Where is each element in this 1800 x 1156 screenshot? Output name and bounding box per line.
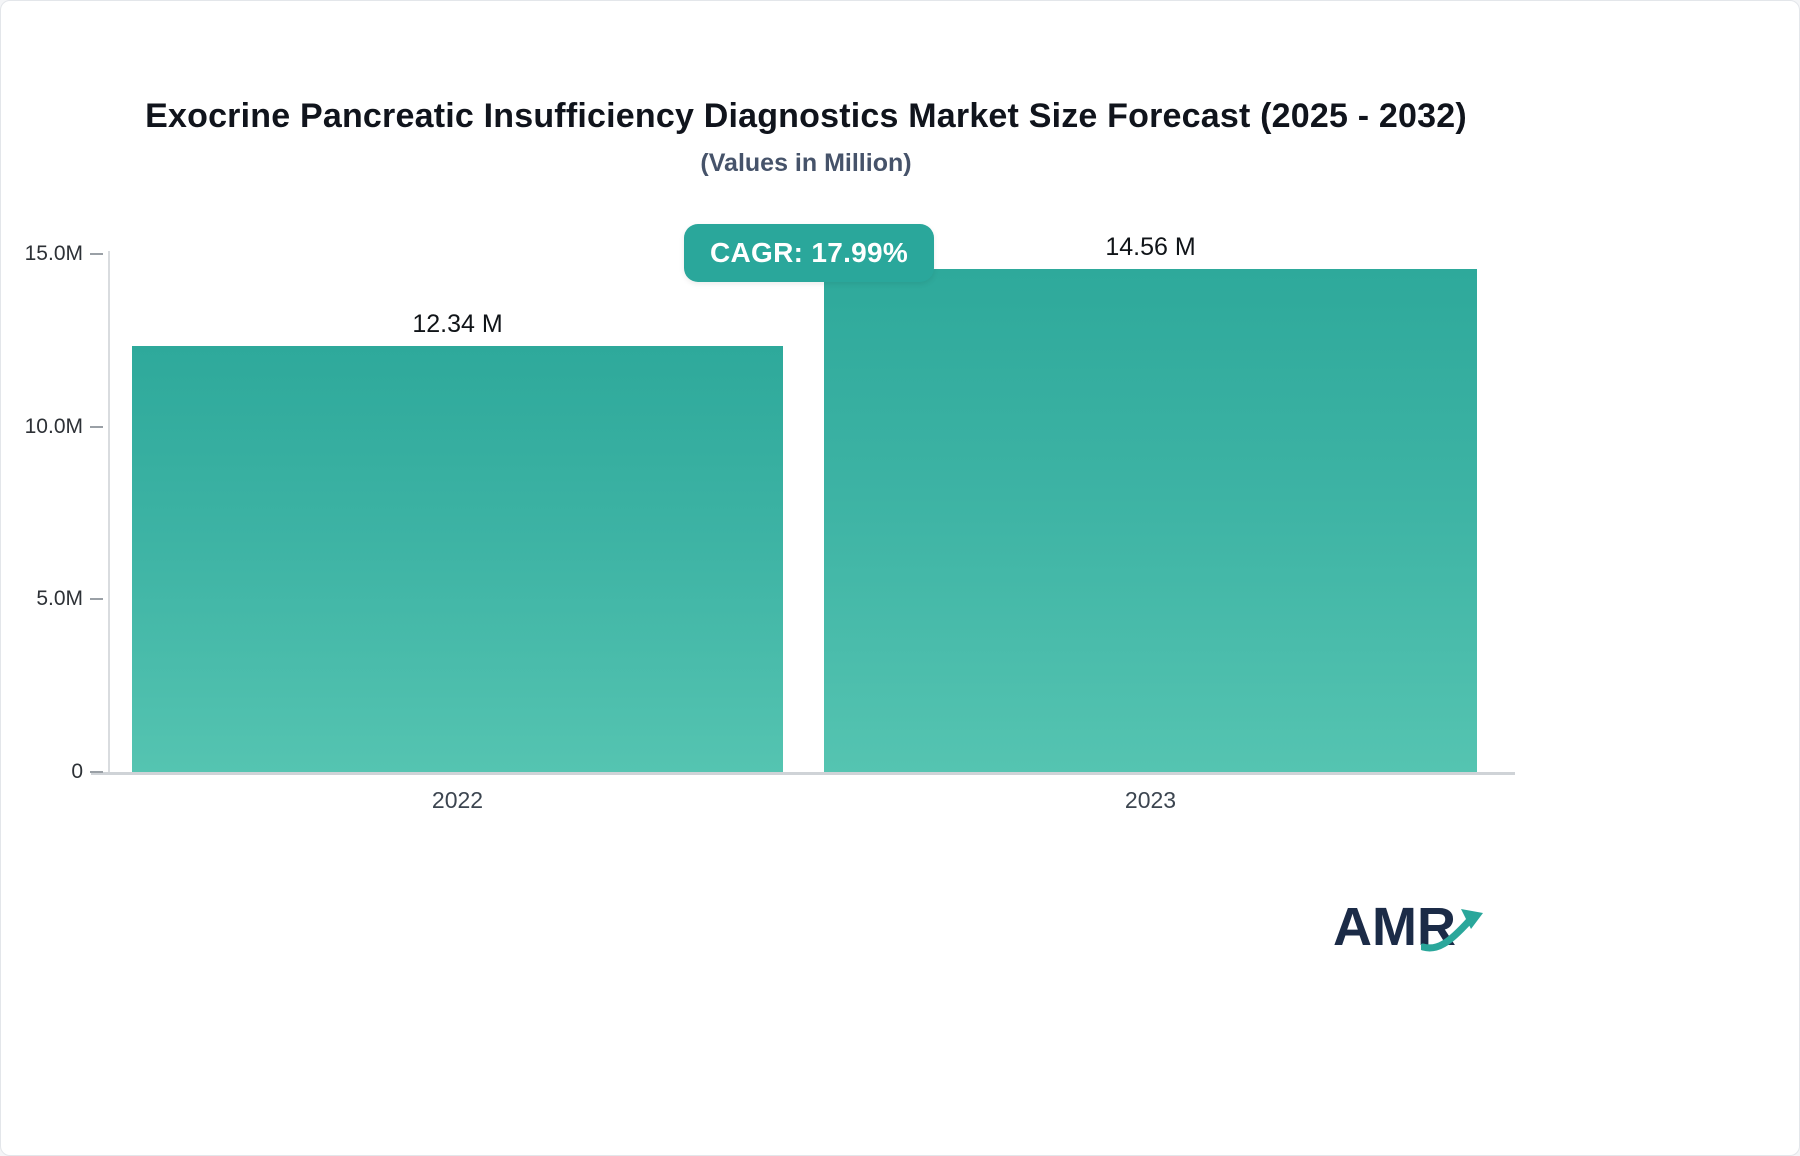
- y-axis-line: [108, 251, 110, 774]
- bar-2022: [132, 345, 783, 772]
- y-tick-mark: [90, 771, 103, 773]
- y-tick-label: 10.0M: [24, 414, 83, 438]
- cagr-badge: CAGR: 17.99%: [684, 224, 935, 282]
- y-tick-label: 0: [71, 760, 83, 783]
- bar-value-label-2023: 14.56 M: [1105, 233, 1196, 262]
- y-tick-label: 15.0M: [24, 242, 83, 265]
- bar-2023: [824, 269, 1477, 772]
- growth-arrow-icon: [1421, 909, 1483, 952]
- y-tick-mark: [90, 425, 103, 428]
- y-tick-label: 5.0M: [36, 587, 83, 611]
- chart-subtitle: (Values in Million): [700, 149, 912, 177]
- bar-value-label-2022: 12.34 M: [412, 309, 503, 338]
- x-axis-label-2023: 2023: [1124, 787, 1177, 813]
- y-tick-mark: [90, 253, 103, 255]
- x-axis-line: [91, 772, 1515, 775]
- chart-title: Exocrine Pancreatic Insufficiency Diagno…: [145, 97, 1467, 135]
- amr-logo: AMR: [1333, 897, 1493, 961]
- y-tick-mark: [90, 598, 103, 601]
- x-axis-label-2022: 2022: [431, 787, 484, 813]
